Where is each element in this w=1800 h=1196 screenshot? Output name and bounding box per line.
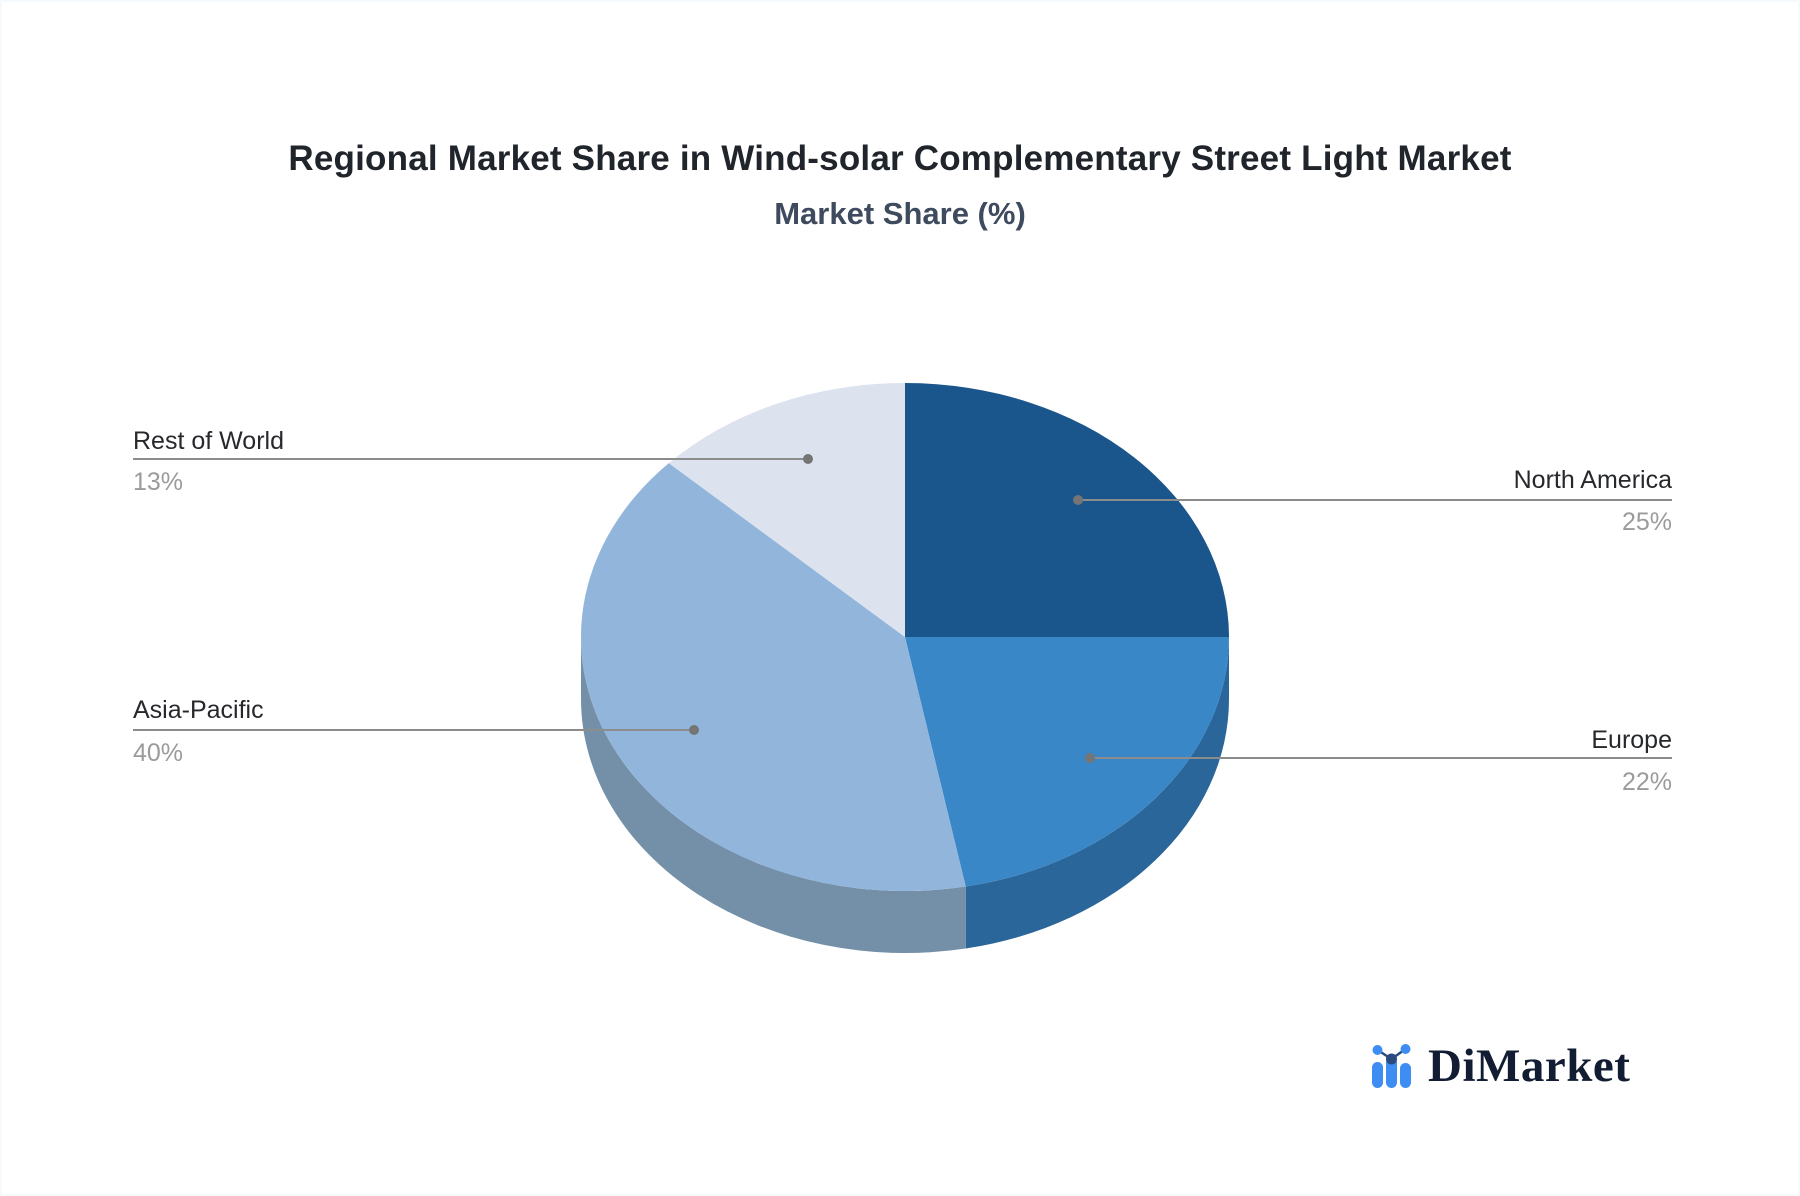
callout-label-north-america: North America [1513,466,1672,494]
callout-label-europe: Europe [1591,726,1672,754]
leader-dot-europe [1085,753,1095,763]
leader-dot-asia-pacific [689,725,699,735]
callout-value-asia-pacific: 40% [133,739,184,767]
callout-label-asia-pacific: Asia-Pacific [133,696,264,724]
callout-value-north-america: 25% [1621,508,1672,536]
pie-slice-asia-pacific [580,463,966,892]
dimarket-logo: DiMarket [1367,1036,1630,1096]
leader-dot-rest-of-world [803,454,813,464]
pie-slice-rest-of-world [668,383,905,637]
pie-rim-europe [965,637,1229,949]
pie-slice-north-america [905,383,1229,637]
chart-subtitle: Market Share (%) [774,196,1026,231]
callout-label-rest-of-world: Rest of World [133,427,284,455]
leader-dot-north-america [1073,495,1083,505]
callout-value-rest-of-world: 13% [133,468,184,496]
bar-line-chart-icon [1372,1044,1411,1088]
chart-title: Regional Market Share in Wind-solar Comp… [288,139,1512,178]
logo-wordmark: DiMarket [1428,1040,1631,1092]
callout-value-europe: 22% [1621,768,1672,796]
pie-rim-asia-pacific [581,637,966,954]
pie-slice-europe [905,637,1229,887]
